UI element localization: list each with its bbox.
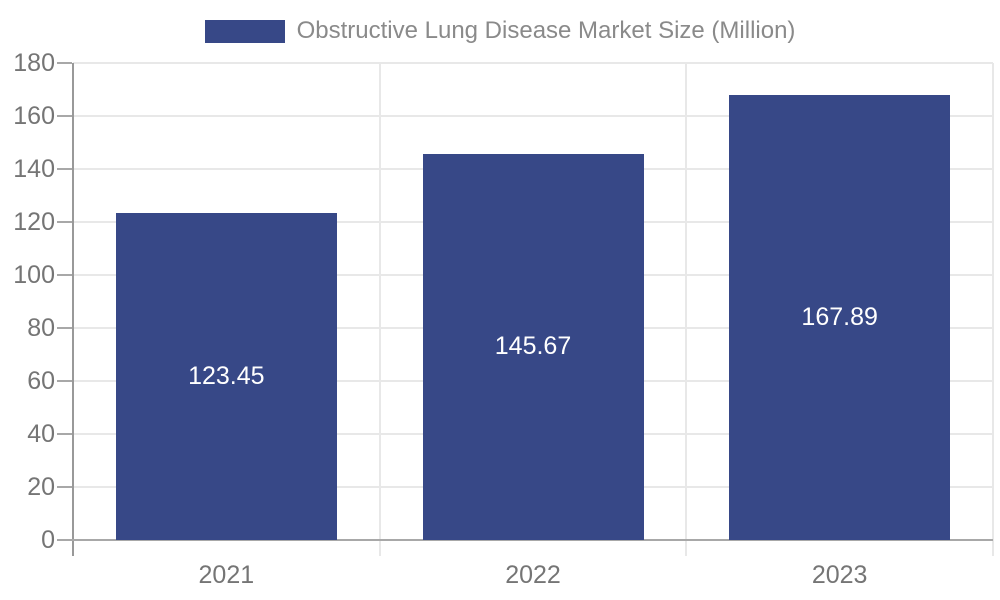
- y-tick: [57, 62, 72, 64]
- bar: 145.67: [422, 153, 644, 540]
- y-tick: [57, 274, 72, 276]
- legend-swatch-icon: [204, 19, 285, 43]
- bar: 167.89: [729, 95, 951, 540]
- x-axis-line: [57, 539, 993, 541]
- y-tick: [57, 380, 72, 382]
- y-tick-label: 40: [27, 420, 55, 448]
- y-tick: [57, 168, 72, 170]
- y-tick-label: 0: [41, 526, 55, 554]
- y-tick-label: 140: [13, 155, 55, 183]
- y-tick-label: 180: [13, 49, 55, 77]
- gridline: [73, 115, 993, 117]
- y-tick: [57, 115, 72, 117]
- y-tick-label: 80: [27, 314, 55, 342]
- y-tick-label: 60: [27, 367, 55, 395]
- y-tick: [57, 486, 72, 488]
- gridline: [73, 62, 993, 64]
- y-axis-line: [72, 63, 74, 556]
- category-separator: [685, 63, 688, 556]
- y-tick-label: 160: [13, 102, 55, 130]
- legend: Obstructive Lung Disease Market Size (Mi…: [0, 17, 1000, 45]
- category-separator: [378, 63, 381, 556]
- x-tick-label: 2021: [198, 561, 255, 589]
- y-tick-label: 120: [13, 208, 55, 236]
- category-separator: [992, 63, 994, 556]
- bar-value-label: 145.67: [494, 332, 572, 361]
- bar-value-label: 167.89: [801, 303, 878, 332]
- legend-label: Obstructive Lung Disease Market Size (Mi…: [296, 17, 796, 44]
- x-tick-label: 2023: [811, 561, 868, 589]
- x-tick-label: 2022: [505, 561, 561, 589]
- y-tick: [57, 221, 72, 223]
- y-tick: [57, 327, 72, 329]
- bar-value-label: 123.45: [188, 361, 265, 390]
- y-tick: [57, 433, 72, 435]
- y-tick-label: 100: [13, 261, 55, 289]
- bar: 123.45: [115, 212, 337, 540]
- y-tick-label: 20: [27, 473, 55, 501]
